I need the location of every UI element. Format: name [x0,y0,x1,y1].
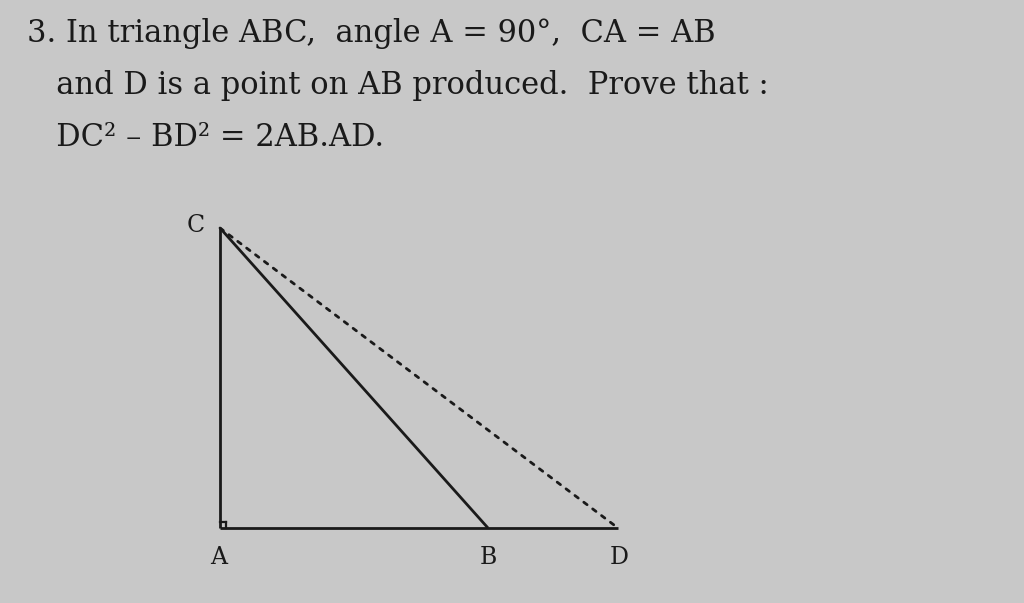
Text: B: B [479,546,497,569]
Text: 3. In triangle ABC,  angle A = 90°,  CA = AB: 3. In triangle ABC, angle A = 90°, CA = … [27,18,716,49]
Text: D: D [609,546,629,569]
Text: DC² – BD² = 2AB.AD.: DC² – BD² = 2AB.AD. [27,122,384,153]
Text: and D is a point on AB produced.  Prove that :: and D is a point on AB produced. Prove t… [27,70,769,101]
Text: A: A [211,546,227,569]
Text: C: C [186,213,205,236]
